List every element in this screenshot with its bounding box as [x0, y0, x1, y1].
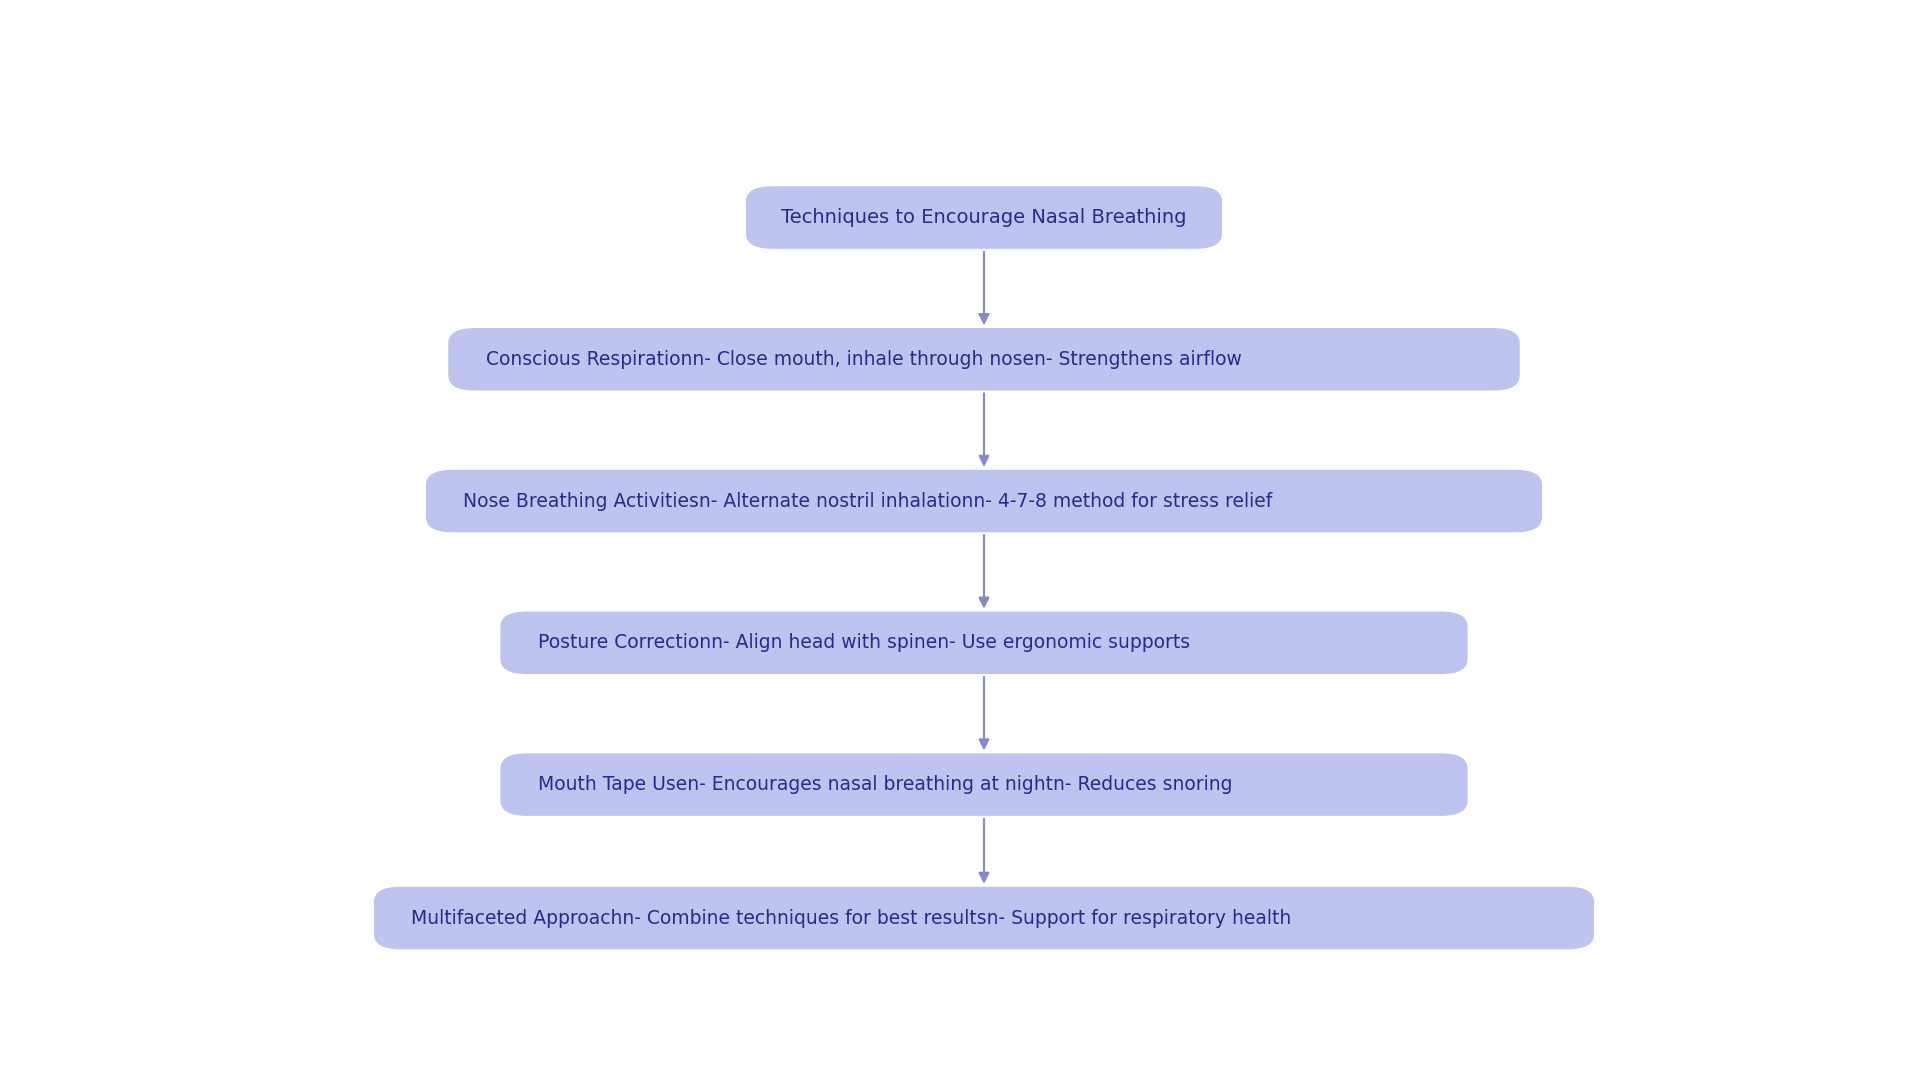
Text: Posture Correctionn- Align head with spinen- Use ergonomic supports: Posture Correctionn- Align head with spi…: [538, 634, 1190, 652]
FancyBboxPatch shape: [426, 470, 1542, 533]
FancyBboxPatch shape: [449, 328, 1521, 391]
Text: Multifaceted Approachn- Combine techniques for best resultsn- Support for respir: Multifaceted Approachn- Combine techniqu…: [411, 909, 1292, 927]
Text: Nose Breathing Activitiesn- Alternate nostril inhalationn- 4-7-8 method for stre: Nose Breathing Activitiesn- Alternate no…: [463, 492, 1273, 510]
Text: Conscious Respirationn- Close mouth, inhale through nosen- Strengthens airflow: Conscious Respirationn- Close mouth, inh…: [486, 350, 1242, 369]
Text: Techniques to Encourage Nasal Breathing: Techniques to Encourage Nasal Breathing: [781, 208, 1187, 227]
FancyBboxPatch shape: [501, 754, 1467, 815]
FancyBboxPatch shape: [501, 612, 1467, 674]
Text: Mouth Tape Usen- Encourages nasal breathing at nightn- Reduces snoring: Mouth Tape Usen- Encourages nasal breath…: [538, 775, 1233, 794]
FancyBboxPatch shape: [745, 186, 1221, 249]
FancyBboxPatch shape: [374, 887, 1594, 950]
